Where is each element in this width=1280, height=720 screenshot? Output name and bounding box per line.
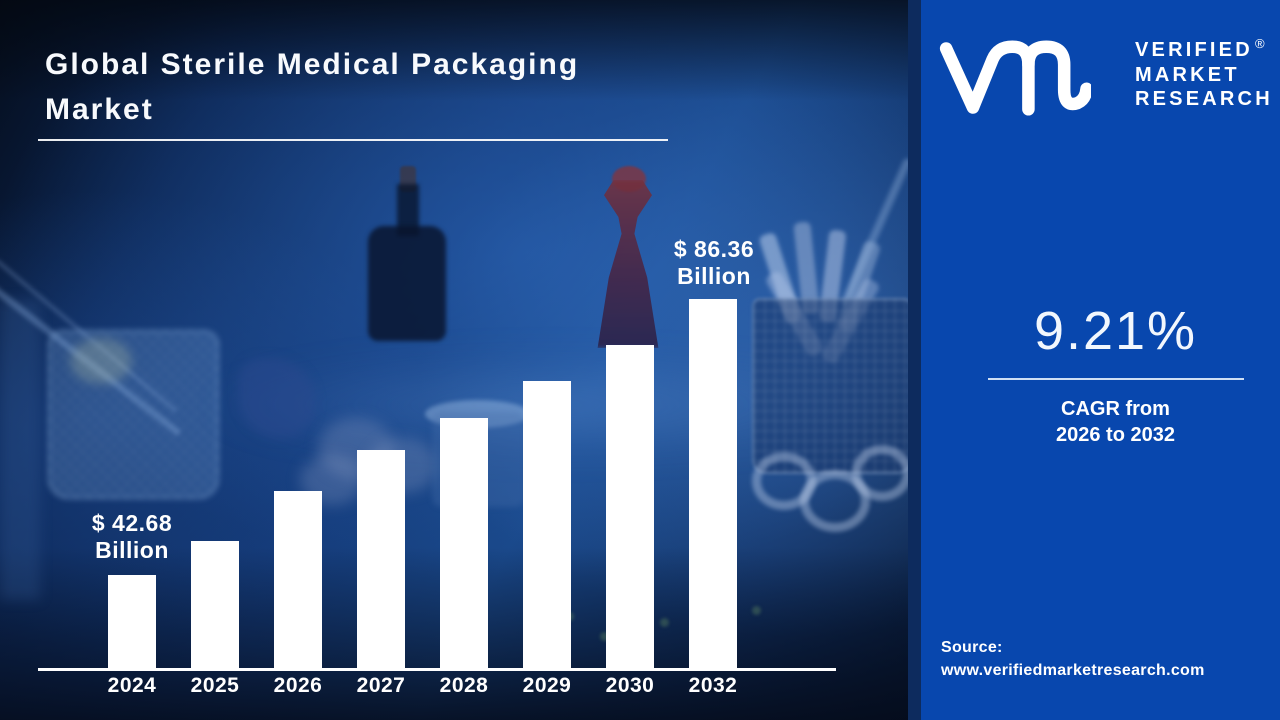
cagr-caption-line1: CAGR from xyxy=(1061,398,1170,420)
title-underline xyxy=(38,139,668,141)
x-tick-2029: 2029 xyxy=(522,674,572,697)
first-bar-value-label: $ 42.68 Billion xyxy=(42,510,222,564)
last-bar-amount: $ 86.36 xyxy=(673,236,755,262)
last-bar-value-label: $ 86.36 Billion xyxy=(624,236,804,290)
photo-bottle xyxy=(368,226,446,341)
page-title: Global Sterile Medical Packaging Market xyxy=(45,42,579,132)
bar-2028 xyxy=(440,418,488,668)
registered-trademark-icon: ® xyxy=(1255,36,1265,51)
x-tick-2032: 2032 xyxy=(688,674,738,697)
panel-divider xyxy=(908,0,921,720)
bar-2029 xyxy=(523,381,571,668)
bar-2024 xyxy=(108,575,156,668)
last-bar-unit: Billion xyxy=(677,263,751,289)
x-tick-2030: 2030 xyxy=(605,674,655,697)
vm-monogram-icon xyxy=(939,40,1091,116)
source-url: www.verifiedmarketresearch.com xyxy=(941,662,1205,679)
photo-left-edge-basket xyxy=(0,300,40,600)
bar-2030 xyxy=(606,345,654,668)
photo-blue-cloth xyxy=(238,358,316,438)
page-title-line2: Market xyxy=(45,93,154,126)
page-title-line1: Global Sterile Medical Packaging xyxy=(45,48,580,81)
cagr-block: 9.21% CAGR from 2026 to 2032 xyxy=(951,300,1280,448)
photo-fry-basket xyxy=(752,298,912,474)
x-axis-line xyxy=(38,668,836,671)
info-panel: VERIFIED MARKET RESEARCH ® 9.21% CAGR fr… xyxy=(921,0,1280,720)
x-tick-2028: 2028 xyxy=(439,674,489,697)
photo-onion-ring-2 xyxy=(800,470,870,532)
source-block: Source: www.verifiedmarketresearch.com xyxy=(941,636,1205,682)
logo-wordmark: VERIFIED MARKET RESEARCH xyxy=(1135,38,1273,112)
x-tick-2025: 2025 xyxy=(190,674,240,697)
bar-2026 xyxy=(274,491,322,668)
cagr-caption: CAGR from 2026 to 2032 xyxy=(951,396,1280,448)
first-bar-unit: Billion xyxy=(95,537,169,563)
source-label: Source: xyxy=(941,639,1003,656)
logo-word-market: MARKET xyxy=(1135,63,1240,86)
vmr-logo: VERIFIED MARKET RESEARCH ® xyxy=(939,34,1270,124)
first-bar-amount: $ 42.68 xyxy=(91,510,173,536)
photo-herb-3 xyxy=(660,618,669,627)
photo-lemon xyxy=(70,338,132,384)
photo-herb-2 xyxy=(600,632,609,641)
x-tick-2024: 2024 xyxy=(107,674,157,697)
photo-wire-basket xyxy=(48,330,219,499)
cagr-value: 9.21% xyxy=(1033,301,1198,361)
logo-word-research: RESEARCH xyxy=(1135,88,1273,110)
bar-2025 xyxy=(191,541,239,668)
photo-herb-5 xyxy=(752,606,761,615)
logo-word-verified: VERIFIED xyxy=(1135,39,1253,61)
cagr-caption-line2: 2026 to 2032 xyxy=(1056,424,1175,446)
bar-2027 xyxy=(357,450,405,668)
photo-onion-ring-3 xyxy=(852,445,912,501)
photo-bottle-neck xyxy=(397,184,419,236)
x-tick-2027: 2027 xyxy=(356,674,406,697)
bar-2032 xyxy=(689,299,737,668)
x-tick-2026: 2026 xyxy=(273,674,323,697)
cagr-underline xyxy=(987,378,1244,380)
